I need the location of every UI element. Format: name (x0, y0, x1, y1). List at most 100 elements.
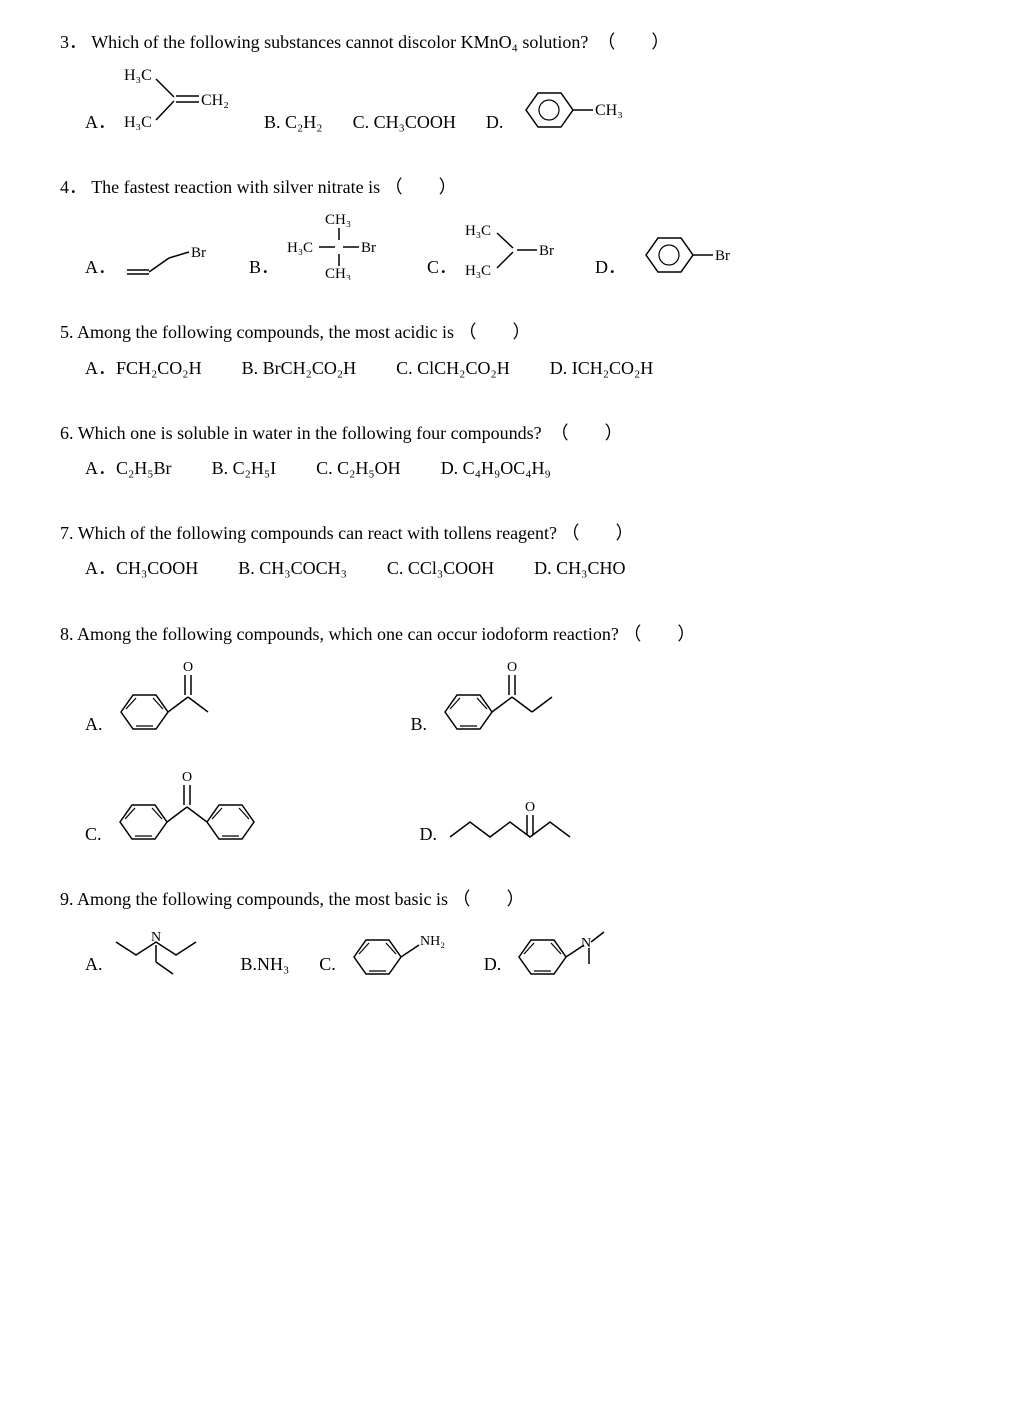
q9-body: Among the following compounds, the most … (77, 889, 524, 909)
heptanone-structure: O (445, 787, 605, 847)
q3-body: Which of the following substances cannot… (91, 32, 669, 52)
benzophenone-structure: O (110, 767, 280, 847)
svg-text:O: O (525, 800, 535, 815)
q8-a-label: A. (85, 712, 103, 737)
triethylamine-structure: N (111, 927, 211, 977)
q6-b-label: B. C₂H₅I (212, 456, 277, 481)
question-6: 6. Which one is soluble in water in the … (60, 421, 964, 481)
q6-opt-b: B. C₂H₅I (212, 456, 277, 481)
q5-b-label: B. BrCH₂CO₂H (242, 356, 357, 381)
q4-opt-c: C． H₃C H₃C Br (427, 220, 565, 280)
q5-a-label: A．FCH₂CO₂H (85, 356, 202, 381)
q9-opt-c: C. NH₂ (319, 927, 454, 977)
q7-opt-c: C. CCl₃COOH (387, 556, 494, 581)
q6-opt-a: A．C₂H₅Br (85, 456, 172, 481)
svg-text:CH₃: CH₃ (595, 102, 623, 119)
q3-b-label: B. C₂H₂ (264, 110, 323, 135)
q7-num: 7. (60, 523, 74, 543)
q8-opt-c: C. O (85, 767, 280, 847)
q7-d-label: D. CH₃CHO (534, 556, 625, 581)
q8-c-label: C. (85, 822, 102, 847)
q9-opt-a: A. N (85, 927, 211, 977)
q5-opt-c: C. ClCH₂CO₂H (396, 356, 510, 381)
question-5: 5. Among the following compounds, the mo… (60, 320, 964, 380)
q7-body: Which of the following compounds can rea… (78, 523, 634, 543)
q9-num: 9. (60, 889, 74, 909)
acetophenone-structure: O (111, 657, 231, 737)
q4-body: The fastest reaction with silver nitrate… (91, 177, 456, 197)
question-9: 9. Among the following compounds, the mo… (60, 887, 964, 977)
q7-opt-b: B. CH₃COCH₃ (238, 556, 347, 581)
allyl-bromide-structure: Br (124, 240, 219, 280)
bromobenzene-structure: Br (634, 230, 744, 280)
q4-opt-d: D． Br (595, 230, 744, 280)
dimethylaniline-structure: N (509, 922, 619, 977)
question-7: 7. Which of the following compounds can … (60, 521, 964, 581)
svg-text:Br: Br (715, 248, 730, 264)
svg-text:H₃C: H₃C (465, 223, 491, 239)
q9-d-label: D. (484, 952, 502, 977)
q3-opt-b: B. C₂H₂ (264, 110, 323, 135)
q3-opt-d: D. CH₃ (486, 85, 632, 135)
q6-body: Which one is soluble in water in the fol… (78, 423, 623, 443)
q6-text: 6. Which one is soluble in water in the … (60, 421, 964, 446)
q8-opt-b: B. O (411, 657, 576, 737)
svg-text:Br: Br (361, 240, 376, 256)
q5-num: 5. (60, 322, 74, 342)
question-3: 3． Which of the following substances can… (60, 30, 964, 135)
q5-d-label: D. ICH₂CO₂H (550, 356, 654, 381)
isobutylene-structure: H₃C H₃C CH₂ (124, 65, 234, 135)
q9-b-label: B.NH₃ (241, 952, 290, 977)
q4-c-label: C． (427, 255, 457, 280)
q4-opt-a: A． Br (85, 240, 219, 280)
q3-num: 3． (60, 32, 87, 52)
q8-body: Among the following compounds, which one… (77, 624, 695, 644)
isopropyl-bromide-structure: H₃C H₃C Br (465, 220, 565, 280)
q6-num: 6. (60, 423, 74, 443)
q9-opt-d: D. N (484, 922, 620, 977)
q4-b-label: B． (249, 255, 279, 280)
q6-opt-c: C. C₂H₅OH (316, 456, 401, 481)
svg-text:H₃C: H₃C (124, 114, 152, 131)
q6-d-label: D. C₄H₉OC₄H₉ (441, 456, 551, 481)
q8-d-label: D. (420, 822, 438, 847)
q9-c-label: C. (319, 952, 336, 977)
svg-text:H₃C: H₃C (287, 240, 313, 256)
q3-opt-a: A． H₃C H₃C CH₂ (85, 65, 234, 135)
question-8: 8. Among the following compounds, which … (60, 622, 964, 847)
svg-text:Br: Br (191, 245, 206, 261)
q5-body: Among the following compounds, the most … (77, 322, 530, 342)
aniline-structure: NH₂ (344, 927, 454, 977)
svg-text:O: O (507, 660, 517, 675)
q3-opt-c: C. CH₃COOH (353, 110, 456, 135)
q7-opt-a: A．CH₃COOH (85, 556, 198, 581)
q3-a-label: A． (85, 110, 116, 135)
toluene-structure: CH₃ (511, 85, 631, 135)
q5-opt-b: B. BrCH₂CO₂H (242, 356, 357, 381)
q4-a-label: A． (85, 255, 116, 280)
svg-text:H₃C: H₃C (124, 67, 152, 84)
svg-text:O: O (183, 660, 193, 675)
tbutyl-bromide-structure: CH₃ H₃C Br CH₃ (287, 210, 397, 280)
q8-opt-a: A. O (85, 657, 231, 737)
q5-text: 5. Among the following compounds, the mo… (60, 320, 964, 345)
q8-text: 8. Among the following compounds, which … (60, 622, 964, 647)
q5-opt-d: D. ICH₂CO₂H (550, 356, 654, 381)
q5-c-label: C. ClCH₂CO₂H (396, 356, 510, 381)
q4-num: 4． (60, 177, 87, 197)
svg-text:NH₂: NH₂ (420, 934, 445, 949)
question-4: 4． The fastest reaction with silver nitr… (60, 175, 964, 280)
q7-b-label: B. CH₃COCH₃ (238, 556, 347, 581)
q8-num: 8. (60, 624, 74, 644)
svg-text:CH₃: CH₃ (325, 266, 351, 280)
q9-a-label: A. (85, 952, 103, 977)
svg-text:CH₂: CH₂ (201, 92, 229, 109)
svg-text:N: N (151, 930, 161, 945)
q4-text: 4． The fastest reaction with silver nitr… (60, 175, 964, 200)
q4-opt-b: B． CH₃ H₃C Br CH₃ (249, 210, 397, 280)
q6-opt-d: D. C₄H₉OC₄H₉ (441, 456, 551, 481)
q3-d-label: D. (486, 110, 504, 135)
q7-a-label: A．CH₃COOH (85, 556, 198, 581)
q7-opt-d: D. CH₃CHO (534, 556, 625, 581)
q9-opt-b: B.NH₃ (241, 952, 290, 977)
